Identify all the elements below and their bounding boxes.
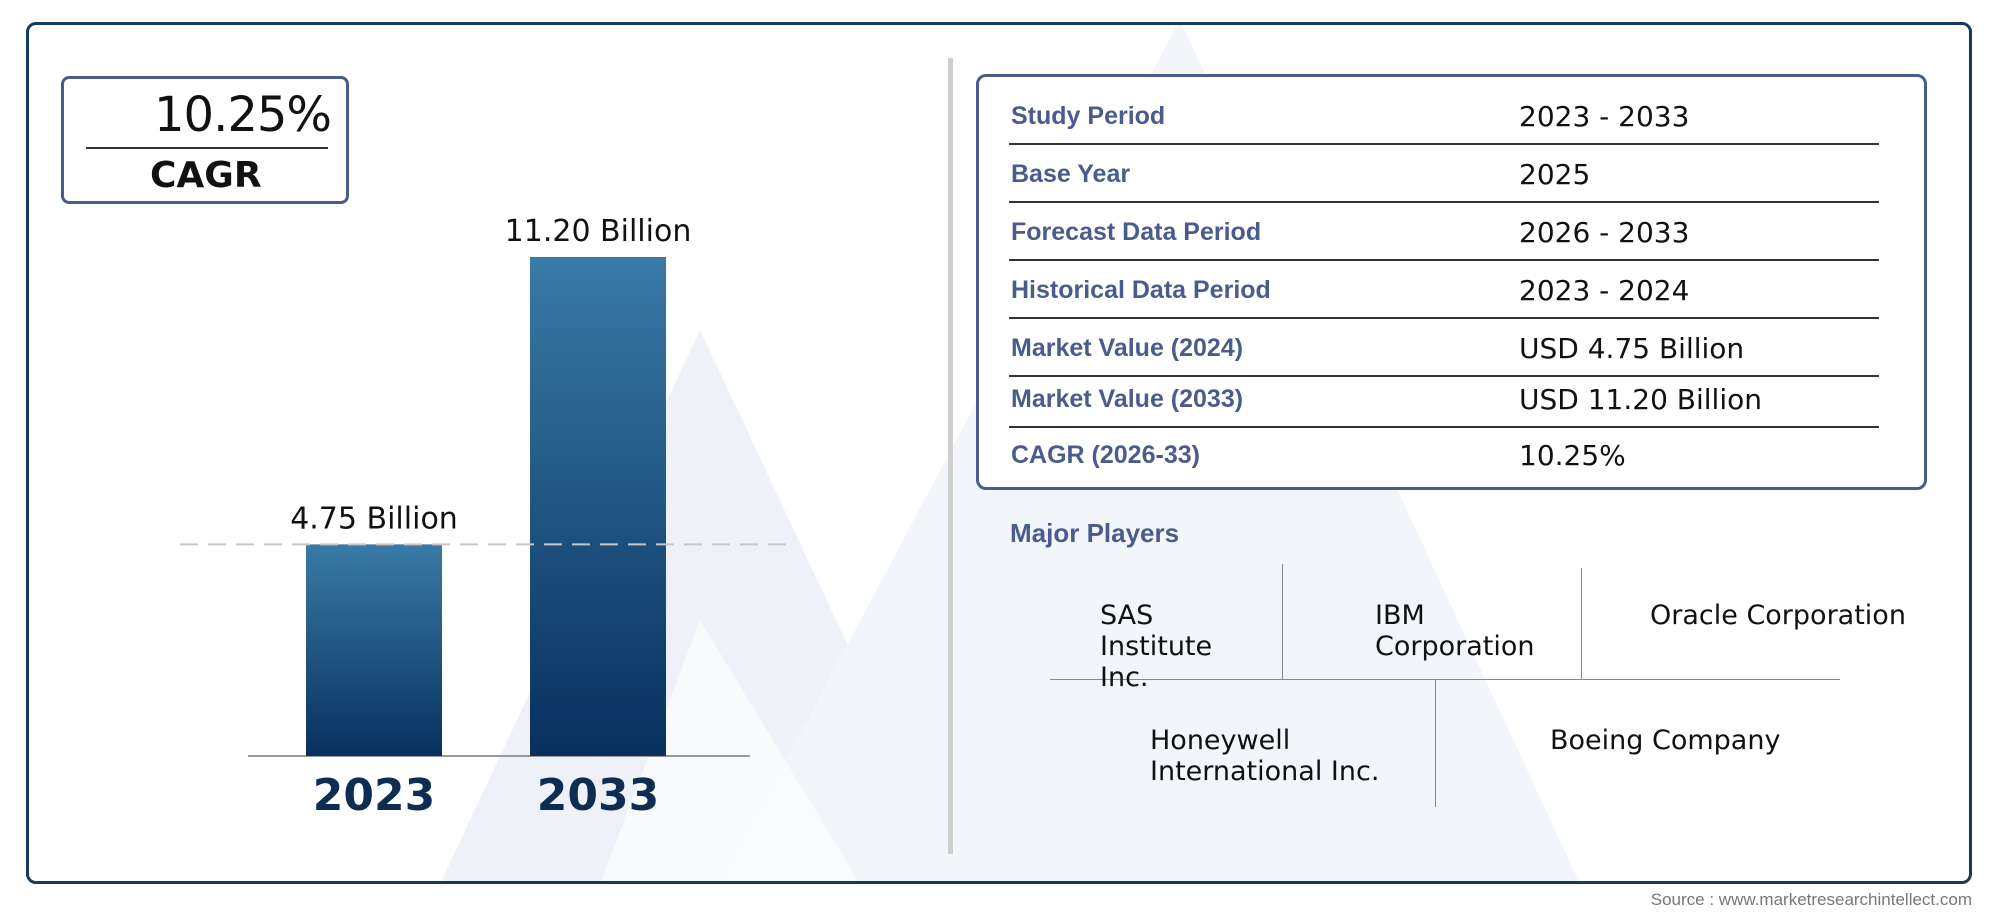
row-label: Market Value (2024) — [1011, 334, 1244, 362]
player-divider — [1282, 564, 1283, 679]
table-row: Historical Data Period 2023 - 2024 — [1009, 259, 1879, 319]
row-value: 2026 - 2033 — [1519, 216, 1690, 249]
row-label: Market Value (2033) — [1011, 385, 1244, 413]
player-name: Boeing Company — [1550, 725, 1781, 756]
player-name: Oracle Corporation — [1650, 600, 1906, 631]
row-label: Historical Data Period — [1011, 276, 1271, 304]
player-divider — [1581, 568, 1582, 679]
cagr-divider — [86, 147, 328, 149]
section-divider — [948, 58, 953, 854]
source-credit: Source : www.marketresearchintellect.com — [1650, 890, 1972, 909]
row-label: Base Year — [1011, 160, 1131, 188]
player-name: SAS Institute Inc. — [1100, 600, 1213, 693]
cagr-value: 10.25% — [154, 87, 332, 143]
row-value: USD 4.75 Billion — [1519, 332, 1745, 365]
player-divider — [1435, 680, 1436, 807]
row-value: 10.25% — [1519, 439, 1626, 472]
table-row: CAGR (2026-33) 10.25% — [1009, 426, 1879, 482]
major-players-title: Major Players — [1010, 518, 1180, 548]
row-value: USD 11.20 Billion — [1519, 383, 1762, 416]
row-label: Study Period — [1011, 102, 1166, 130]
summary-table: Study Period 2023 - 2033 Base Year 2025 … — [976, 74, 1927, 490]
table-row: Base Year 2025 — [1009, 143, 1879, 203]
table-row: Forecast Data Period 2026 - 2033 — [1009, 201, 1879, 261]
player-name: Honeywell International Inc. — [1150, 725, 1380, 787]
table-row: Study Period 2023 - 2033 — [1009, 77, 1879, 145]
table-row: Market Value (2033) USD 11.20 Billion — [1009, 375, 1879, 428]
row-value: 2023 - 2033 — [1519, 100, 1690, 133]
tick-label: 2033 — [537, 770, 659, 821]
bar — [530, 257, 666, 756]
row-label: CAGR (2026-33) — [1011, 441, 1200, 469]
data-label: 11.20 Billion — [505, 214, 692, 249]
infographic-frame — [26, 22, 1972, 884]
table-row: Market Value (2024) USD 4.75 Billion — [1009, 317, 1879, 377]
row-value: 2025 — [1519, 158, 1591, 191]
cagr-badge: 10.25% CAGR — [61, 76, 349, 204]
cagr-label: CAGR — [150, 155, 262, 196]
bar — [306, 544, 442, 756]
row-value: 2023 - 2024 — [1519, 274, 1690, 307]
player-name: IBM Corporation — [1375, 600, 1535, 662]
market-bar-chart: 4.75 Billion 2023 11.20 Billion 2033 — [180, 214, 790, 821]
data-label: 4.75 Billion — [290, 501, 458, 536]
tick-label: 2023 — [313, 770, 435, 821]
player-divider — [1050, 679, 1840, 680]
row-label: Forecast Data Period — [1011, 218, 1262, 246]
